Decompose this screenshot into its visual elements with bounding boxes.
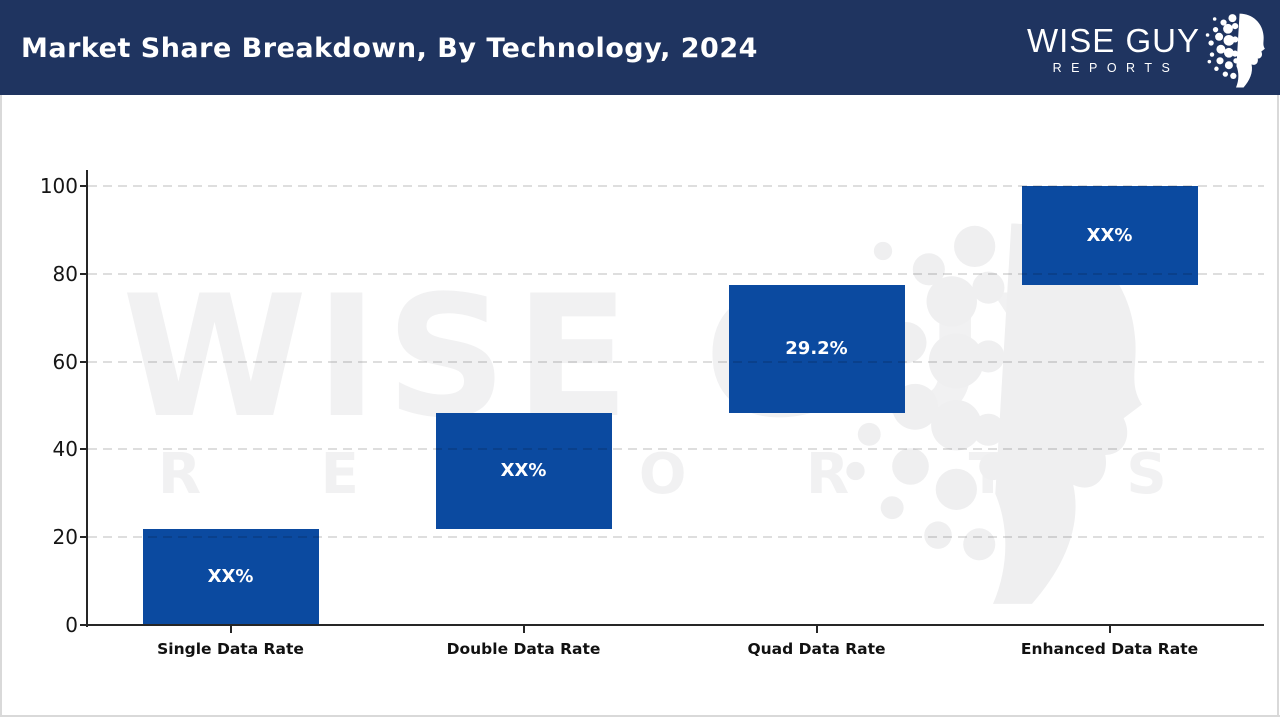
x-tick-mark [522,625,525,633]
gridline [88,185,1264,187]
y-tick-mark [80,272,88,275]
x-category-label: Quad Data Rate [747,640,886,658]
y-tick-label: 60 [52,349,78,374]
gridline [88,536,1264,539]
x-category-label: Single Data Rate [157,640,304,658]
gridline [88,360,1264,363]
y-tick-mark [80,624,88,626]
y-tick-mark [80,536,88,539]
y-tick-mark [80,360,88,363]
x-category-label: Enhanced Data Rate [1020,640,1199,658]
y-tick-label: 20 [52,525,78,550]
header-bar: Market Share Breakdown, By Technology, 2… [0,0,1280,95]
gridline [88,448,1264,451]
bar-segment [1021,186,1198,286]
x-category-label: Double Data Rate [446,640,601,658]
bar-value-label: XX% [207,565,254,587]
chart-area: WISE GUY R E P O R T S XX% XX% 29.2% XX% 0 20… [0,95,1280,720]
x-tick-mark [815,625,818,633]
y-tick-label: 100 [39,174,78,198]
y-tick-mark [80,185,88,187]
gridline [88,272,1264,275]
x-tick-mark [1108,625,1111,633]
frame-left-line [0,95,2,717]
bar-segment [142,528,319,625]
wiseguy-logo: WISE GUY REPORTS [1022,6,1272,92]
bar-segment [728,285,905,414]
frame-right-line [1277,95,1279,717]
y-tick-label: 80 [52,261,78,286]
bar-segment [435,413,612,529]
chart-title: Market Share Breakdown, By Technology, 2… [21,33,758,64]
y-tick-label: 0 [65,613,78,637]
y-tick-mark [80,448,88,451]
x-axis-line [86,624,1264,626]
y-axis-line [86,170,88,627]
bar-value-label: 29.2% [785,338,848,360]
bar-value-label: XX% [500,460,547,482]
logo-wordmark: WISE GUY REPORTS [1027,24,1200,75]
bar-value-label: XX% [1086,225,1133,246]
logo-wordmark-line1: WISE GUY [1026,22,1200,59]
x-tick-mark [229,625,232,633]
logo-wordmark-line2: REPORTS [1052,61,1180,75]
y-tick-label: 40 [52,437,78,462]
frame-bottom-line [0,715,1280,717]
